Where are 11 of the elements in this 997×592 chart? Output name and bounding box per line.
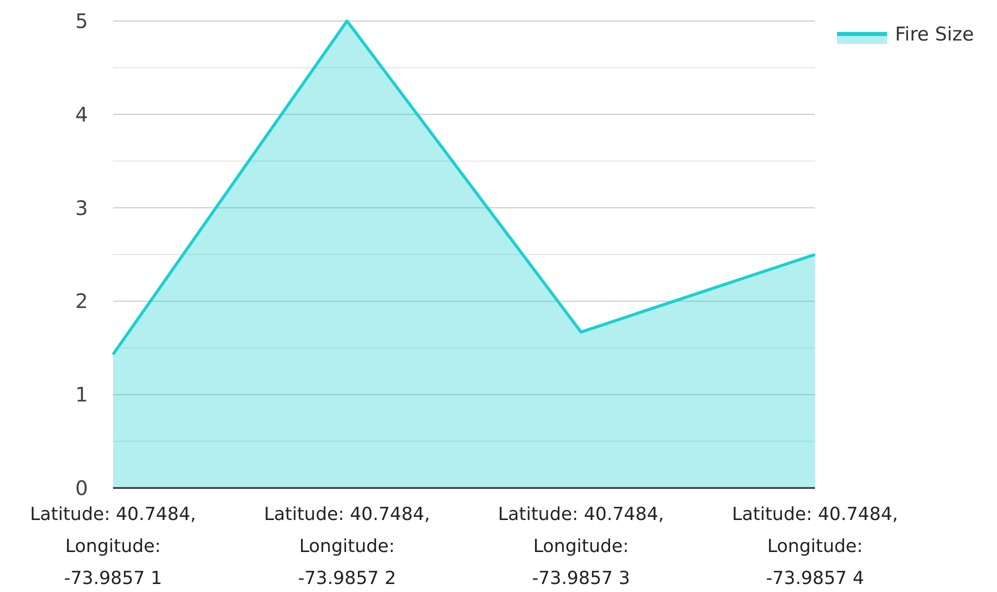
x-tick-label: Latitude: 40.7484, Longitude: -73.9857 1 bbox=[30, 504, 196, 589]
x-tick-label: Latitude: 40.7484, Longitude: -73.9857 3 bbox=[498, 504, 664, 589]
y-tick-label: 1 bbox=[75, 382, 88, 407]
legend-label: Fire Size bbox=[895, 24, 974, 46]
x-tick-label: Latitude: 40.7484, Longitude: -73.9857 4 bbox=[732, 504, 898, 589]
x-tick-label: Latitude: 40.7484, Longitude: -73.9857 2 bbox=[264, 504, 430, 589]
y-tick-label: 0 bbox=[75, 476, 88, 500]
y-tick-label: 2 bbox=[75, 289, 88, 314]
y-tick-label: 3 bbox=[75, 196, 88, 220]
y-tick-label: 5 bbox=[75, 9, 88, 33]
y-tick-label: 4 bbox=[75, 102, 88, 126]
